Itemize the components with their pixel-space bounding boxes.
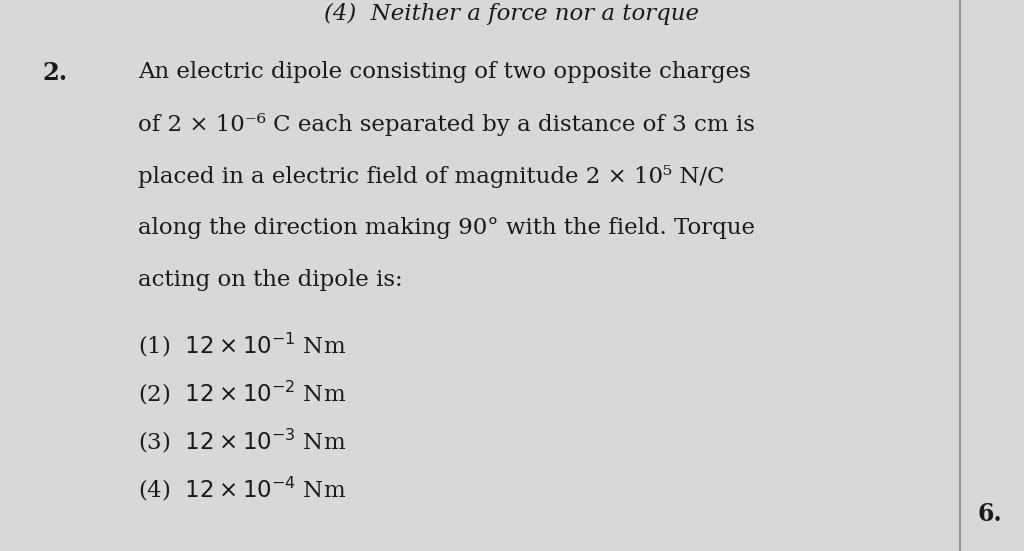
Text: (1)  $12 \times 10^{-1}$ Nm: (1) $12 \times 10^{-1}$ Nm [138, 331, 346, 359]
Text: 6.: 6. [978, 502, 1002, 526]
Text: An electric dipole consisting of two opposite charges: An electric dipole consisting of two opp… [138, 61, 751, 83]
Text: (4)  $12 \times 10^{-4}$ Nm: (4) $12 \times 10^{-4}$ Nm [138, 475, 346, 503]
Text: (2)  $12 \times 10^{-2}$ Nm: (2) $12 \times 10^{-2}$ Nm [138, 379, 346, 407]
Text: along the direction making 90° with the field. Torque: along the direction making 90° with the … [138, 217, 755, 239]
Text: of 2 × 10⁻⁶ C each separated by a distance of 3 cm is: of 2 × 10⁻⁶ C each separated by a distan… [138, 113, 755, 136]
Text: (4)  Neither a force nor a torque: (4) Neither a force nor a torque [325, 3, 699, 25]
Text: acting on the dipole is:: acting on the dipole is: [138, 269, 402, 291]
Text: placed in a electric field of magnitude 2 × 10⁵ N/C: placed in a electric field of magnitude … [138, 165, 725, 188]
Text: (3)  $12 \times 10^{-3}$ Nm: (3) $12 \times 10^{-3}$ Nm [138, 427, 346, 455]
Text: 2.: 2. [42, 61, 68, 85]
